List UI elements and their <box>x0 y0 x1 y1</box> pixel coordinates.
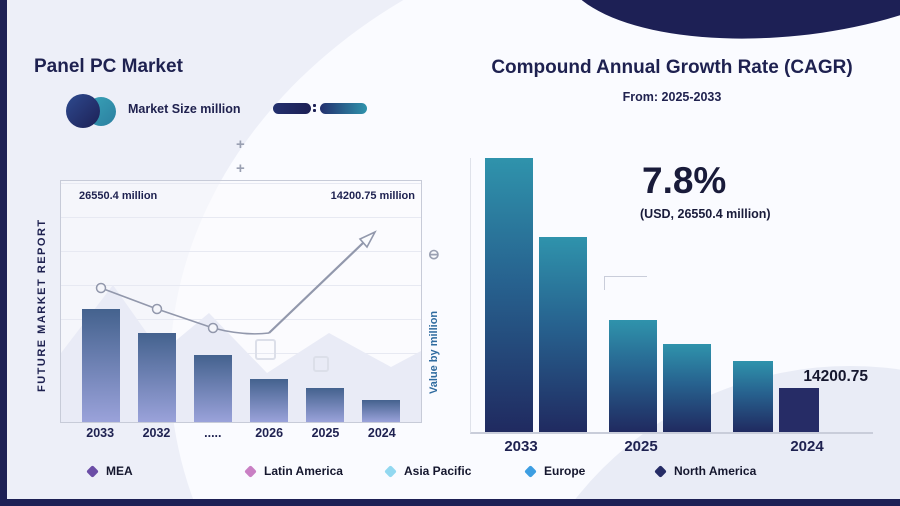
market-size-x-labels: 2033 2032..... 2026 2025 2024 <box>60 426 422 440</box>
plus-decor-icon: + <box>236 136 245 153</box>
cagr-bars <box>471 158 873 432</box>
cagr-x-axis-label: 2033 <box>504 438 538 455</box>
legend-label: Europe <box>544 464 586 478</box>
series-legend-label: Market Size million <box>128 102 241 116</box>
legend-label: MEA <box>106 464 133 478</box>
bottom-edge-bar <box>0 499 900 506</box>
x-axis-label: 2024 <box>367 426 396 440</box>
market-size-bars <box>61 181 421 422</box>
cagr-bar-group-2025 <box>609 158 711 432</box>
legend-label: Latin America <box>264 464 343 478</box>
ghost-square-decor <box>313 356 329 372</box>
diamond-icon <box>86 464 99 478</box>
cagr-bar-2024-lower <box>779 388 819 432</box>
legend-pill-gradient <box>320 103 367 114</box>
plus-decor-icon: + <box>236 160 245 177</box>
legend-pill-navy <box>273 103 311 114</box>
cagr-x-axis-label: 2024 <box>790 438 824 455</box>
legend-item-asia-pacific: Asia Pacific <box>384 464 472 478</box>
cagr-bar-2033-lower <box>539 237 587 432</box>
diamond-icon <box>524 464 537 478</box>
circle-minus-decor-icon: ⊖ <box>428 246 440 262</box>
cagr-bar-2025-upper <box>609 319 657 432</box>
ghost-square-decor <box>255 339 276 360</box>
market-size-bar-2032 <box>138 332 176 422</box>
market-size-bar-..... <box>194 354 232 422</box>
left-edge-bar <box>0 0 7 506</box>
legend-label: North America <box>674 464 757 478</box>
cagr-x-axis-label: 2025 <box>624 438 658 455</box>
market-size-bar-2033 <box>82 308 120 422</box>
trend-arrow <box>95 230 377 335</box>
page-title: Panel PC Market <box>34 56 183 77</box>
legend-label: Asia Pacific <box>404 464 472 478</box>
cagr-bar-2025-lower <box>663 344 711 432</box>
step-decor <box>604 276 647 290</box>
cagr-chart: 14200.75 <box>470 158 873 434</box>
market-size-chart: 26550.4 million 14200.75 million <box>60 180 422 423</box>
cagr-subtitle: From: 2025-2033 <box>622 90 722 104</box>
legend-pill-separator <box>313 104 316 112</box>
cagr-bar-group-2033 <box>485 158 587 432</box>
cylinder-icon <box>66 94 120 128</box>
cagr-bar-2033-upper <box>485 158 533 432</box>
cagr-x-labels: 2033 2025 2024 <box>470 438 872 458</box>
legend-item-north-america: North America <box>654 464 757 478</box>
cagr-note: (USD, 26550.4 million) <box>640 207 771 221</box>
annotation-high-value: 26550.4 million <box>79 190 158 202</box>
x-axis-label: 2033 <box>86 426 115 440</box>
cagr-value: 7.8% <box>642 160 727 201</box>
x-axis-label: 2025 <box>311 426 340 440</box>
region-legend: MEA Latin America Asia Pacific Europe North … <box>0 464 900 482</box>
legend-item-europe: Europe <box>524 464 586 478</box>
x-axis-label: 2026 <box>255 426 284 440</box>
legend-item-latin-america: Latin America <box>244 464 343 478</box>
legend-item-mea: MEA <box>86 464 133 478</box>
market-size-bar-2026 <box>250 378 288 422</box>
left-chart-y-axis-watermark: FUTURE MARKET REPORT <box>36 218 48 392</box>
x-axis-label: ..... <box>204 426 222 440</box>
market-size-bar-2025 <box>306 388 344 422</box>
x-axis-label: 2032 <box>142 426 171 440</box>
cagr-bar-2024-upper <box>733 360 773 432</box>
market-size-bar-2024 <box>362 400 400 422</box>
cagr-title: Compound Annual Growth Rate (CAGR) <box>491 57 853 78</box>
cagr-annotation-value: 14200.75 <box>803 368 868 385</box>
cylinder-icon-front <box>66 94 100 128</box>
annotation-low-value: 14200.75 million <box>330 190 415 202</box>
diamond-icon <box>384 464 397 478</box>
diamond-icon <box>244 464 257 478</box>
cagr-bar-group-2024 <box>733 158 819 432</box>
value-axis-label: Value by million <box>428 310 440 394</box>
diamond-icon <box>654 464 667 478</box>
